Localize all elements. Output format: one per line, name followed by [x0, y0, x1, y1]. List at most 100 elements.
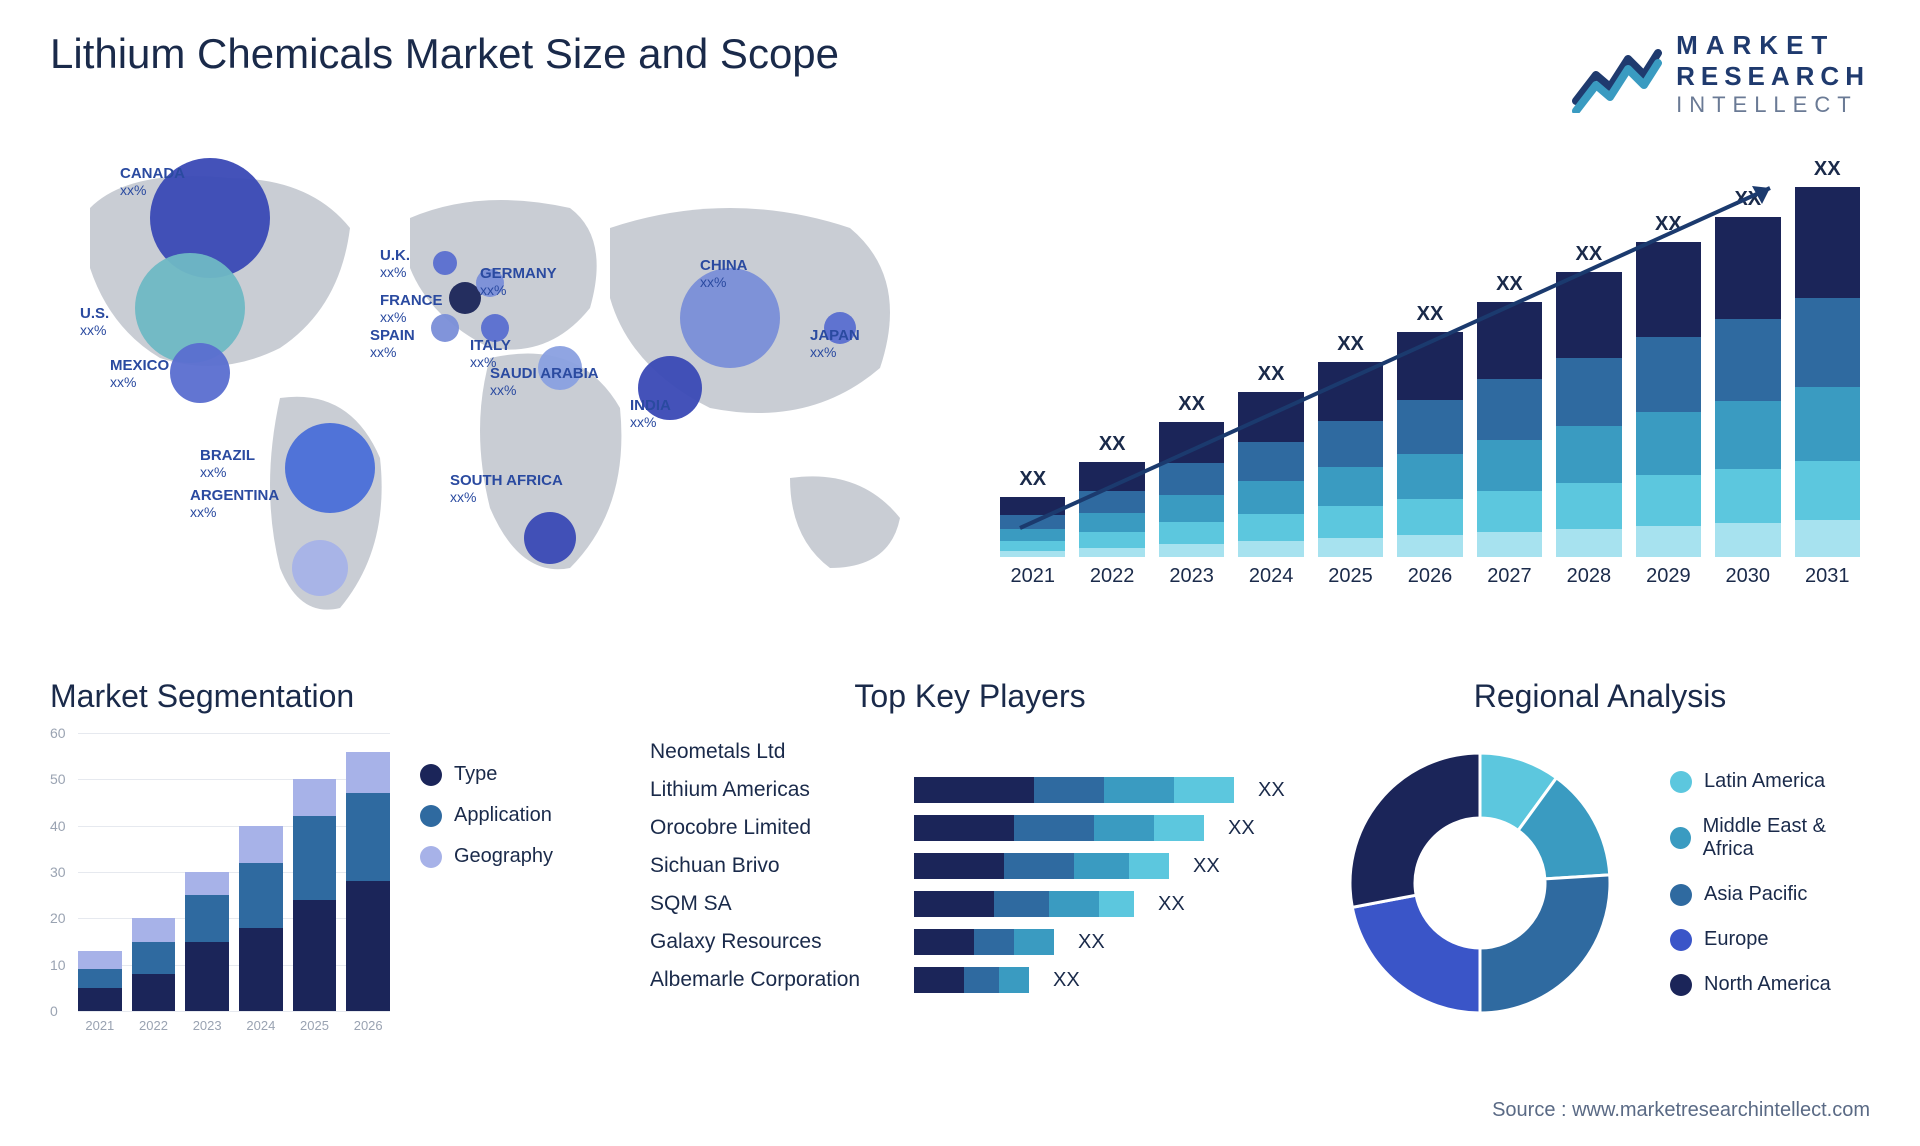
- main-bar-year: 2024: [1249, 565, 1294, 588]
- main-bar-value: XX: [1417, 303, 1444, 326]
- main-bar-segment: [1000, 541, 1065, 551]
- main-bar-segment: [1318, 506, 1383, 537]
- legend-label: Latin America: [1704, 770, 1825, 793]
- main-bar-2022: XX 2022: [1079, 433, 1144, 588]
- main-bar-2023: XX2023: [1159, 393, 1224, 588]
- main-bar-segment: [1636, 337, 1701, 413]
- main-bar-segment: [1477, 379, 1542, 440]
- map-label-france: FRANCExx%: [380, 293, 443, 325]
- region-legend-item: Latin America: [1670, 770, 1870, 793]
- seg-bar-segment: [132, 918, 176, 941]
- player-bar-segment: [1014, 929, 1054, 955]
- main-bar-value: XX: [1576, 243, 1603, 266]
- seg-bar-2026: 2026: [346, 752, 390, 1011]
- seg-legend-item: Geography: [420, 845, 553, 868]
- regional-title: Regional Analysis: [1330, 678, 1870, 715]
- brand-logo: MARKET RESEARCH INTELLECT: [1572, 30, 1870, 118]
- main-bar-segment: [1159, 422, 1224, 463]
- map-label-saudi-arabia: SAUDI ARABIAxx%: [490, 366, 599, 398]
- player-bar-segment: [914, 891, 994, 917]
- main-bar-2024: XX2024: [1238, 363, 1303, 588]
- main-bar-value: XX: [1734, 188, 1761, 211]
- seg-year-label: 2026: [354, 1018, 383, 1033]
- map-label-brazil: BRAZILxx%: [200, 448, 255, 480]
- main-bar-segment: [1159, 544, 1224, 558]
- seg-year-label: 2023: [193, 1018, 222, 1033]
- player-row: Galaxy ResourcesXX: [650, 923, 1290, 961]
- player-bar: [914, 929, 1054, 955]
- main-bar-segment: [1397, 535, 1462, 558]
- seg-bar-2025: 2025: [293, 779, 337, 1011]
- legend-swatch: [420, 846, 442, 868]
- main-bar-year: 2031: [1805, 565, 1850, 588]
- main-bar-year: 2026: [1408, 565, 1453, 588]
- seg-ytick: 60: [50, 725, 66, 741]
- player-bar-segment: [914, 853, 1004, 879]
- main-bar-segment: [1477, 440, 1542, 491]
- player-value: XX: [1158, 893, 1185, 916]
- player-value: XX: [1228, 817, 1255, 840]
- main-bar-segment: [1715, 217, 1780, 319]
- donut-slice: [1352, 895, 1480, 1013]
- map-label-mexico: MEXICOxx%: [110, 358, 169, 390]
- player-row: Lithium AmericasXX: [650, 771, 1290, 809]
- seg-bar-segment: [132, 974, 176, 1011]
- main-bar-segment: [1636, 242, 1701, 337]
- map-label-china: CHINAxx%: [700, 258, 748, 290]
- map-label-south-africa: SOUTH AFRICAxx%: [450, 473, 563, 505]
- seg-bar-segment: [346, 793, 390, 881]
- main-bar-segment: [1795, 387, 1860, 461]
- region-legend-item: North America: [1670, 973, 1870, 996]
- main-bar-segment: [1397, 454, 1462, 499]
- legend-label: Application: [454, 804, 552, 827]
- map-label-u-s-: U.S.xx%: [80, 306, 109, 338]
- main-bar-segment: [1079, 513, 1144, 532]
- map-label-spain: SPAINxx%: [370, 328, 415, 360]
- main-bar-segment: [1238, 442, 1303, 482]
- seg-bar-segment: [185, 872, 229, 895]
- donut-slice: [1350, 753, 1480, 907]
- legend-label: North America: [1704, 973, 1831, 996]
- main-bar-segment: [1397, 499, 1462, 535]
- main-bar-value: XX: [1496, 273, 1523, 296]
- seg-bar-segment: [293, 816, 337, 899]
- legend-swatch: [420, 805, 442, 827]
- main-bar-segment: [1079, 532, 1144, 547]
- main-bar-segment: [1795, 461, 1860, 520]
- main-bar-value: XX: [1099, 433, 1126, 456]
- logo-line2: RESEARCH: [1676, 61, 1870, 92]
- legend-label: Type: [454, 763, 497, 786]
- player-bar-segment: [914, 929, 974, 955]
- main-bar-segment: [1795, 520, 1860, 557]
- player-bar-segment: [914, 777, 1034, 803]
- region-legend-item: Europe: [1670, 928, 1870, 951]
- main-bar-segment: [1238, 481, 1303, 514]
- seg-legend-item: Application: [420, 804, 553, 827]
- regional-donut: [1330, 733, 1630, 1033]
- main-bar-segment: [1715, 523, 1780, 557]
- player-bar: [914, 967, 1029, 993]
- main-bar-segment: [1238, 541, 1303, 558]
- main-bar-segment: [1238, 392, 1303, 442]
- seg-year-label: 2022: [139, 1018, 168, 1033]
- main-bar-segment: [1636, 412, 1701, 475]
- main-bar-year: 2022: [1090, 565, 1135, 588]
- main-bar-2031: XX2031: [1795, 158, 1860, 588]
- main-bar-segment: [1715, 469, 1780, 523]
- player-bar-segment: [1014, 815, 1094, 841]
- seg-ytick: 40: [50, 818, 66, 834]
- legend-swatch: [1670, 771, 1692, 793]
- player-value: XX: [1078, 931, 1105, 954]
- region-legend-item: Asia Pacific: [1670, 883, 1870, 906]
- main-bar-chart: XX2021XX2022XX2023XX2024XX2025XX2026XX20…: [990, 148, 1870, 638]
- main-bar-segment: [1556, 272, 1621, 358]
- main-bar-value: XX: [1655, 213, 1682, 236]
- player-row: SQM SAXX: [650, 885, 1290, 923]
- player-name: Albemarle Corporation: [650, 968, 900, 992]
- segmentation-panel: Market Segmentation 20212022202320242025…: [50, 678, 610, 1033]
- main-bar-segment: [1556, 529, 1621, 558]
- seg-bar-segment: [239, 863, 283, 928]
- main-bar-segment: [1079, 462, 1144, 491]
- main-bar-segment: [1079, 491, 1144, 514]
- main-bar-segment: [1238, 514, 1303, 540]
